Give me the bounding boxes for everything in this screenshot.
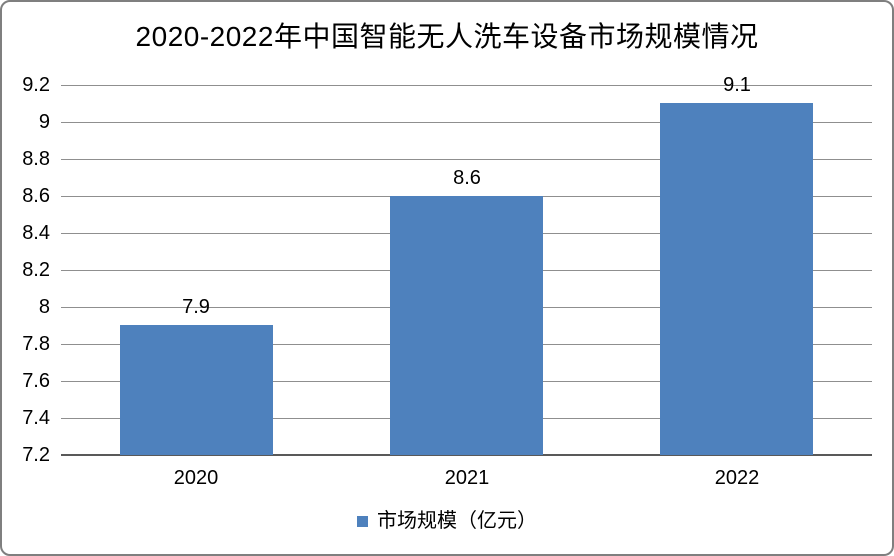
y-tick-label: 8.8 bbox=[22, 148, 50, 170]
x-tick-label: 2021 bbox=[444, 467, 490, 489]
gridline bbox=[61, 122, 872, 123]
y-tick-label: 8.2 bbox=[22, 259, 50, 281]
gridline bbox=[61, 159, 872, 160]
y-tick-label: 8 bbox=[38, 296, 50, 318]
y-tick-label: 8.6 bbox=[22, 185, 50, 207]
x-axis-line bbox=[61, 454, 872, 456]
y-tick-label: 9.2 bbox=[22, 74, 50, 96]
bar-value-label: 7.9 bbox=[182, 296, 210, 318]
bar bbox=[660, 103, 813, 455]
y-tick-label: 8.4 bbox=[22, 222, 50, 244]
bar bbox=[390, 196, 543, 455]
gridline bbox=[61, 85, 872, 86]
legend-marker-square-icon bbox=[357, 515, 368, 527]
x-tick-label: 2022 bbox=[714, 467, 760, 489]
legend-label: 市场规模（亿元） bbox=[377, 510, 537, 532]
bar-value-label: 8.6 bbox=[453, 167, 481, 189]
bar-value-label: 9.1 bbox=[723, 74, 751, 96]
y-tick-label: 7.2 bbox=[22, 444, 50, 466]
bar bbox=[120, 325, 273, 455]
y-tick-label: 7.6 bbox=[22, 370, 50, 392]
legend: 市场规模（亿元） bbox=[2, 508, 892, 534]
y-tick-label: 7.8 bbox=[22, 333, 50, 355]
x-tick-label: 2020 bbox=[173, 467, 219, 489]
y-tick-label: 9 bbox=[38, 111, 50, 133]
chart-title: 2020-2022年中国智能无人洗车设备市场规模情况 bbox=[135, 21, 759, 52]
y-tick-label: 7.4 bbox=[22, 407, 50, 429]
